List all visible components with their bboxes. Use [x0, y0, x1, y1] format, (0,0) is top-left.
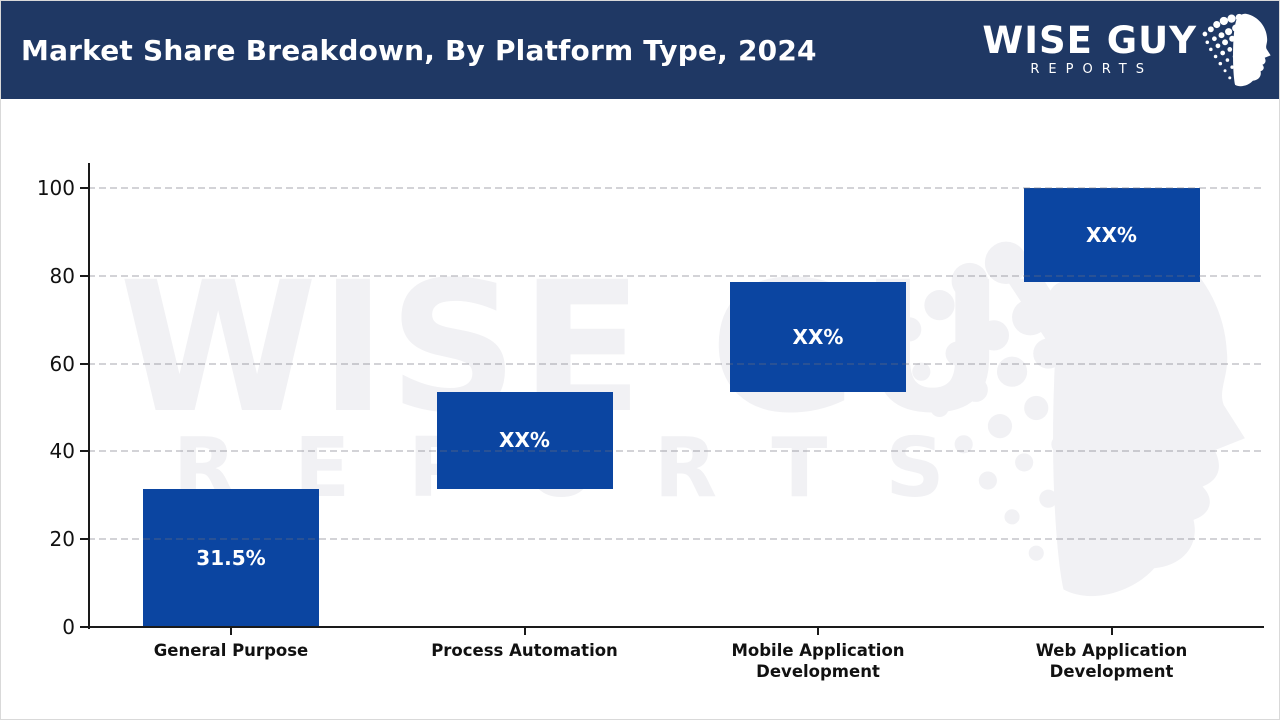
x-tick-mark [523, 628, 526, 635]
y-tick-mark [80, 626, 88, 628]
bar-segment [1023, 188, 1200, 282]
y-tick-mark [80, 187, 88, 189]
y-axis-line [88, 163, 90, 629]
x-category-label: Web Application Development [1035, 641, 1188, 681]
y-tick-mark [80, 538, 88, 541]
y-gridline [88, 274, 1264, 277]
bar-segment [143, 488, 319, 627]
y-tick-label: 20 [49, 527, 75, 552]
x-axis-line [88, 626, 1264, 628]
y-tick-label: 60 [49, 351, 75, 376]
bar-value-label: XX% [792, 324, 844, 349]
x-tick-mark [1110, 628, 1113, 635]
bar-segment [730, 281, 906, 393]
chart-title: Market Share Breakdown, By Platform Type… [21, 33, 817, 67]
x-tick-mark [230, 628, 232, 635]
logo-reports-text: REPORTS [1030, 62, 1153, 77]
x-tick-mark [817, 628, 819, 635]
y-tick-mark [80, 274, 88, 277]
y-tick-mark [80, 450, 88, 453]
y-tick-label: 100 [36, 176, 75, 200]
logo-brand-text: WISE GUY [982, 19, 1197, 62]
x-category-label: Process Automation [431, 641, 618, 660]
wiseguy-logo: WISE GUY REPORTS [982, 7, 1273, 93]
bar-value-label: 31.5% [196, 545, 266, 570]
bar-segment [436, 392, 613, 489]
y-tick-label: 80 [49, 263, 75, 288]
y-tick-label: 40 [49, 439, 75, 464]
y-tick-label: 0 [62, 615, 75, 639]
bar-value-label: XX% [499, 428, 550, 453]
plot-area: 0 20 40 60 80 100 31.5% XX% XX% XX% General Purpos… [1, 99, 1279, 719]
y-gridline [88, 450, 1264, 453]
y-gridline [88, 538, 1264, 541]
x-category-label: General Purpose [153, 641, 309, 660]
x-category-label: Mobile Application Development [731, 641, 905, 681]
report-header: Market Share Breakdown, By Platform Type… [1, 1, 1279, 99]
bar-value-label: XX% [1086, 222, 1137, 247]
y-tick-mark [80, 362, 88, 365]
y-gridline [88, 187, 1264, 189]
wiseguy-face-logo-icon [1202, 13, 1271, 87]
y-gridline [88, 362, 1264, 365]
